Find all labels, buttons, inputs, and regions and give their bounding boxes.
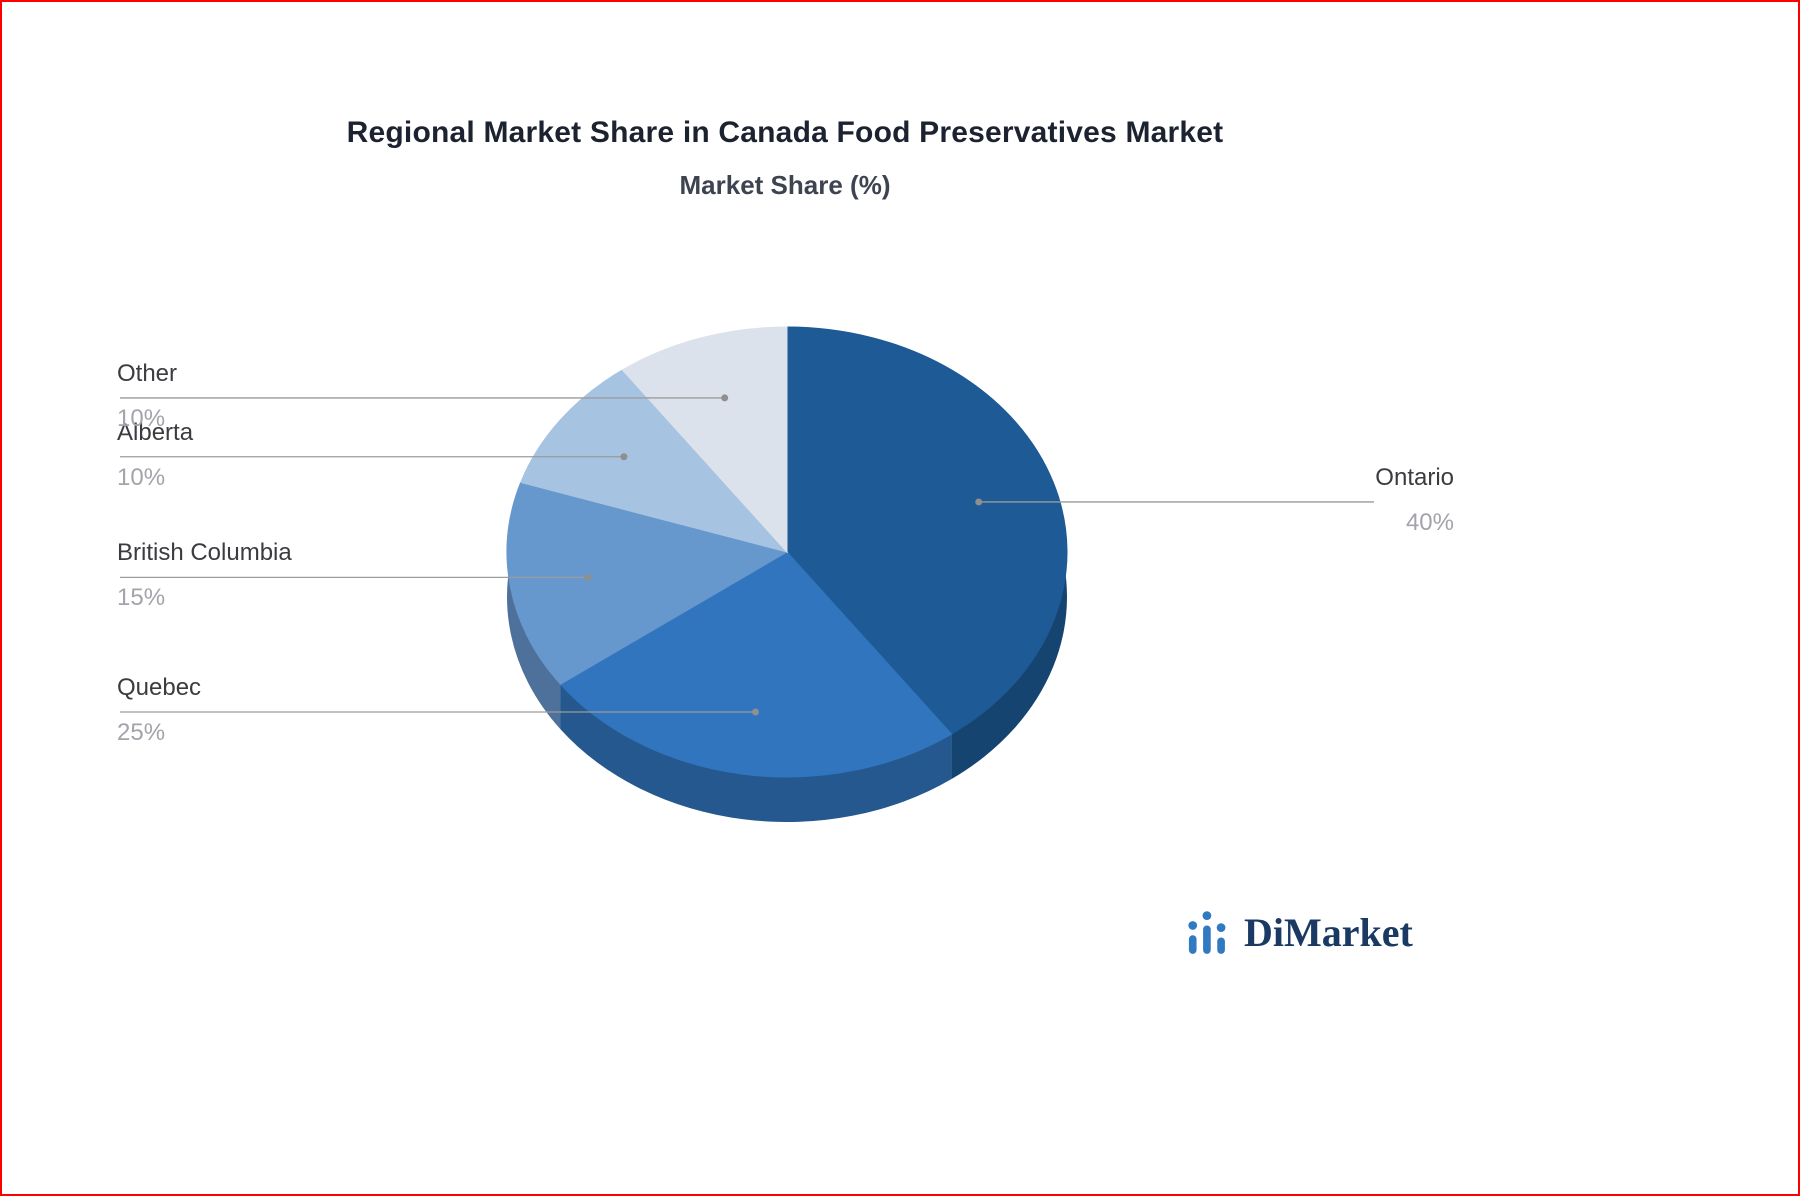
chart-title: Regional Market Share in Canada Food Pre…	[346, 116, 1224, 149]
bar-chart-icon	[1188, 911, 1226, 954]
brand-wordmark: DiMarket	[1244, 909, 1413, 955]
brand-logo: DiMarket	[1184, 908, 1413, 956]
chart-subtitle: Market Share (%)	[679, 170, 891, 200]
